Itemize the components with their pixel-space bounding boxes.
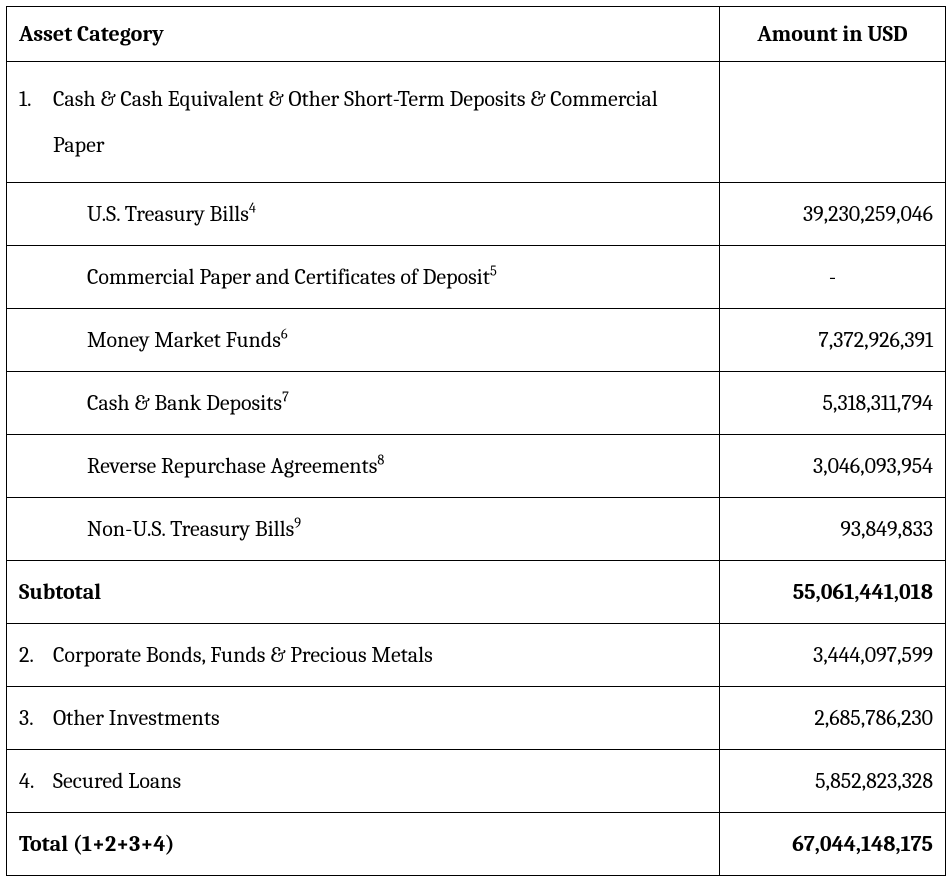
category-num: 4. [19,766,53,797]
subitem-label-cell: Reverse Repurchase Agreements8 [7,435,720,498]
col-header-amount: Amount in USD [720,7,946,62]
section1-amount [720,62,946,183]
asset-table: Asset Category Amount in USD 1. Cash & C… [6,6,946,876]
section1-title: Cash & Cash Equivalent & Other Short-Ter… [53,76,707,168]
category-num: 2. [19,640,53,671]
footnote-ref: 8 [377,452,384,469]
total-label: Total (1+2+3+4) [7,813,720,876]
table-row: Reverse Repurchase Agreements8 3,046,093… [7,435,946,498]
table-row: 4. Secured Loans 5,852,823,328 [7,750,946,813]
table-row: 2. Corporate Bonds, Funds & Precious Met… [7,624,946,687]
header-row: Asset Category Amount in USD [7,7,946,62]
subitem-label-cell: Money Market Funds6 [7,309,720,372]
footnote-ref: 6 [281,326,288,343]
subitem-label: Reverse Repurchase Agreements [87,453,377,479]
subitem-amount: 5,318,311,794 [720,372,946,435]
category-amount: 2,685,786,230 [720,687,946,750]
subtotal-row: Subtotal 55,061,441,018 [7,561,946,624]
total-amount: 67,044,148,175 [720,813,946,876]
category-num: 3. [19,703,53,734]
section1-title-cell: 1. Cash & Cash Equivalent & Other Short-… [7,62,720,183]
category-label: Corporate Bonds, Funds & Precious Metals [53,640,707,671]
subitem-label: U.S. Treasury Bills [87,201,249,227]
subitem-amount: 93,849,833 [720,498,946,561]
category-label: Secured Loans [53,766,707,797]
total-row: Total (1+2+3+4) 67,044,148,175 [7,813,946,876]
subitem-label: Commercial Paper and Certificates of Dep… [87,264,490,290]
section1-header-row: 1. Cash & Cash Equivalent & Other Short-… [7,62,946,183]
table-row: Cash & Bank Deposits7 5,318,311,794 [7,372,946,435]
subtotal-label: Subtotal [7,561,720,624]
category-label: Other Investments [53,703,707,734]
table-row: 3. Other Investments 2,685,786,230 [7,687,946,750]
table-row: U.S. Treasury Bills4 39,230,259,046 [7,183,946,246]
table-row: Non-U.S. Treasury Bills9 93,849,833 [7,498,946,561]
subitem-label: Cash & Bank Deposits [87,390,282,416]
subitem-amount: - [720,246,946,309]
subitem-label-cell: Cash & Bank Deposits7 [7,372,720,435]
footnote-ref: 4 [249,200,256,217]
section1-num: 1. [19,76,53,168]
footnote-ref: 5 [490,263,497,280]
footnote-ref: 9 [294,515,301,532]
subitem-amount: 7,372,926,391 [720,309,946,372]
subitem-label-cell: Commercial Paper and Certificates of Dep… [7,246,720,309]
subitem-label-cell: U.S. Treasury Bills4 [7,183,720,246]
category-amount: 3,444,097,599 [720,624,946,687]
category-amount: 5,852,823,328 [720,750,946,813]
subtotal-amount: 55,061,441,018 [720,561,946,624]
subitem-label: Non-U.S. Treasury Bills [87,516,294,542]
col-header-category: Asset Category [7,7,720,62]
category-cell: 3. Other Investments [7,687,720,750]
category-cell: 2. Corporate Bonds, Funds & Precious Met… [7,624,720,687]
subitem-amount: 3,046,093,954 [720,435,946,498]
footnote-ref: 7 [282,389,289,406]
table-row: Commercial Paper and Certificates of Dep… [7,246,946,309]
category-cell: 4. Secured Loans [7,750,720,813]
subitem-label: Money Market Funds [87,327,281,353]
table-row: Money Market Funds6 7,372,926,391 [7,309,946,372]
subitem-amount: 39,230,259,046 [720,183,946,246]
subitem-label-cell: Non-U.S. Treasury Bills9 [7,498,720,561]
